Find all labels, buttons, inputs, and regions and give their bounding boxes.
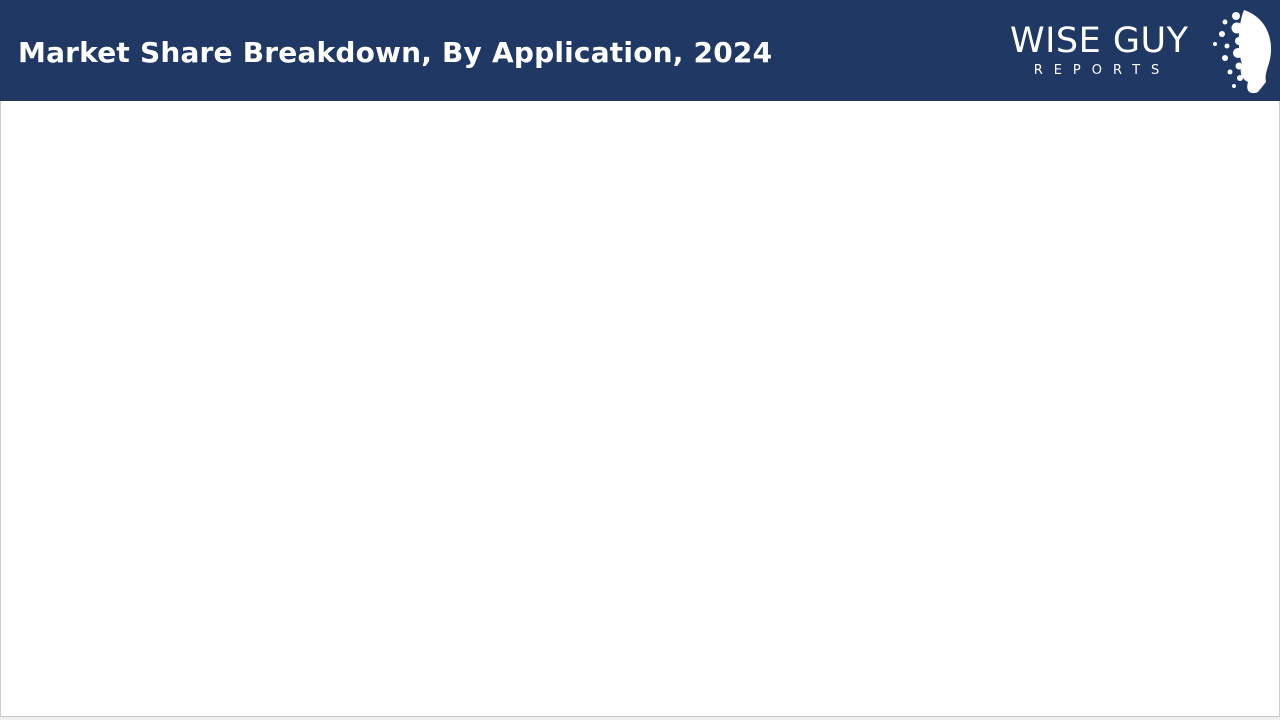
logo-head-icon <box>1213 10 1272 94</box>
bottom-margin <box>0 717 1280 720</box>
logo-text: WISE GUY REPORTS <box>1010 21 1189 79</box>
wise-guy-reports-logo: WISE GUY REPORTS <box>1010 8 1272 94</box>
chart-area-border <box>0 101 1280 716</box>
chart-title: Market Share Breakdown, By Application, … <box>18 36 773 69</box>
bottom-divider <box>0 716 1280 717</box>
logo-reports-text: REPORTS <box>1033 63 1171 78</box>
logo-wordmark: WISE GUY <box>1010 21 1189 61</box>
header-bar: Market Share Breakdown, By Application, … <box>0 0 1280 101</box>
